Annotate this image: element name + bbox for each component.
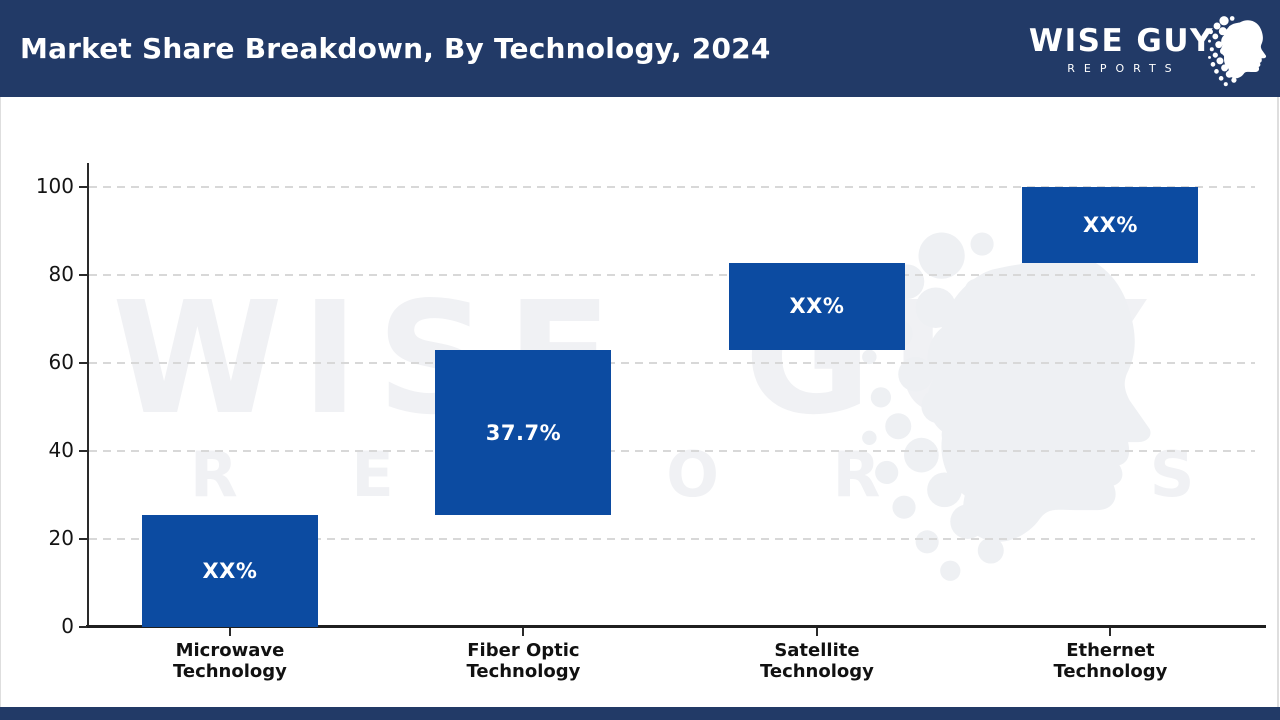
left-border-line [0, 97, 1, 707]
x-axis-category-label: Satellite Technology [759, 640, 874, 682]
bar-segment: XX% [141, 515, 318, 627]
y-axis-tick-40 [79, 450, 87, 452]
x-axis-spine [86, 625, 1266, 628]
gridline-y-100 [89, 186, 1255, 188]
x-axis-tick [522, 628, 525, 636]
bar-segment: XX% [728, 262, 905, 350]
footer-bar [0, 707, 1280, 720]
y-axis-tick-label: 20 [48, 526, 74, 550]
y-axis-tick-0 [79, 626, 87, 628]
y-axis-tick-60 [79, 362, 87, 364]
logo-wordmark-line2: REPORTS [1067, 62, 1181, 75]
x-axis-category-label: Ethernet Technology [1053, 640, 1168, 682]
gridline-y-60 [89, 362, 1255, 364]
bar-segment: XX% [1022, 187, 1199, 263]
y-axis-tick-label: 40 [48, 438, 74, 462]
y-axis-tick-20 [79, 538, 87, 540]
bar-value-label: XX% [789, 294, 845, 319]
logo-wordmark-line1: WISE GUY [1028, 23, 1214, 59]
logo-wordmark: WISE GUY REPORTS [1028, 23, 1214, 76]
gridline-y-40 [89, 450, 1255, 452]
page-title: Market Share Breakdown, By Technology, 2… [20, 32, 771, 65]
right-border-line [1277, 97, 1279, 707]
gridline-y-20 [89, 538, 1255, 540]
x-axis-category-label: Fiber Optic Technology [466, 640, 581, 682]
x-axis-category-label: Microwave Technology [172, 640, 287, 682]
y-axis-tick-100 [79, 186, 87, 188]
x-axis-tick [815, 628, 818, 636]
x-axis-tick [1109, 628, 1112, 636]
y-axis-spine [87, 163, 89, 627]
y-axis-tick-label: 60 [48, 350, 74, 374]
bar-value-label: XX% [1082, 212, 1138, 237]
bar-value-label: 37.7% [485, 420, 562, 445]
y-axis-tick-label: 100 [35, 174, 74, 198]
y-axis-tick-80 [79, 274, 87, 276]
gridline-y-80 [89, 274, 1255, 276]
logo: WISE GUY REPORTS [1029, 12, 1270, 90]
header: Market Share Breakdown, By Technology, 2… [0, 0, 1280, 97]
x-axis-tick [228, 628, 231, 636]
bar-segment: 37.7% [435, 349, 612, 516]
logo-head-icon [1208, 15, 1267, 86]
y-axis-tick-label: 80 [48, 262, 74, 286]
y-axis-tick-label: 0 [61, 614, 74, 638]
bar-value-label: XX% [202, 559, 258, 584]
